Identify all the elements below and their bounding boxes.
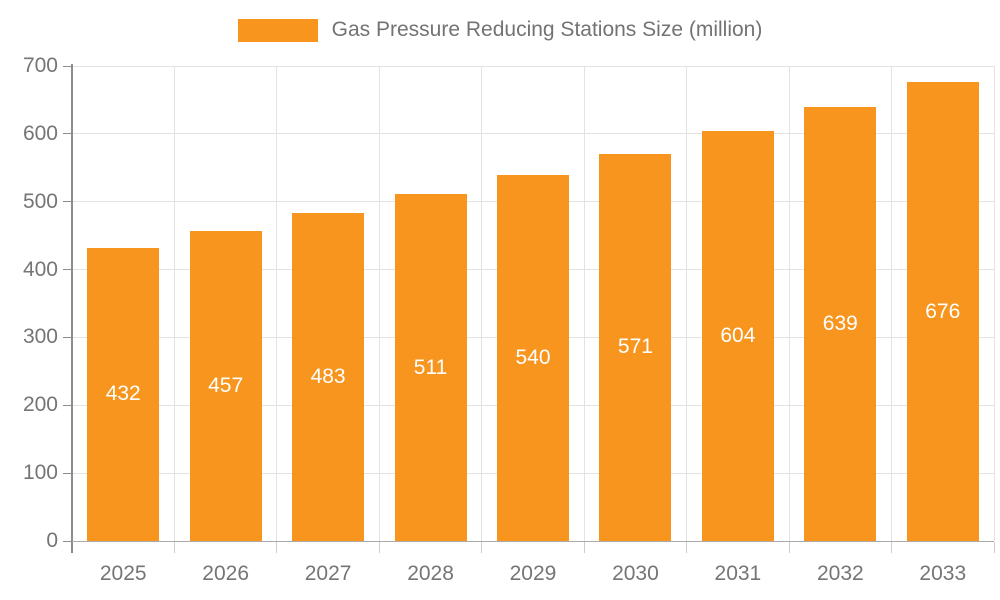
x-gridline — [583, 66, 585, 541]
bar-value-label: 511 — [413, 355, 448, 379]
x-axis-label: 2029 — [509, 562, 557, 585]
y-axis-tick — [63, 65, 72, 67]
y-axis-label: 300 — [22, 325, 58, 349]
bar-value-label: 432 — [105, 382, 141, 406]
y-axis-label: 0 — [46, 529, 58, 552]
x-axis-tick — [788, 542, 790, 553]
y-axis-label: 500 — [22, 189, 58, 213]
x-axis-tick — [993, 542, 995, 553]
y-axis-tick — [63, 269, 72, 271]
x-gridline — [276, 66, 278, 541]
legend-label: Gas Pressure Reducing Stations Size (mil… — [331, 18, 763, 41]
legend-swatch-icon — [237, 18, 318, 42]
bar-value-label: 571 — [617, 335, 653, 359]
y-axis-label: 400 — [22, 257, 58, 281]
x-axis-tick — [891, 542, 893, 553]
y-axis-tick — [63, 540, 72, 542]
bar-2030[interactable] — [599, 153, 672, 541]
x-axis-label: 2031 — [714, 562, 762, 585]
x-axis-label: 2026 — [202, 562, 250, 585]
legend[interactable]: Gas Pressure Reducing Stations Size (mil… — [0, 18, 1000, 42]
bar-value-label: 540 — [515, 345, 551, 369]
bar-2029[interactable] — [497, 174, 569, 541]
y-axis-tick — [63, 336, 72, 338]
y-axis-label: 200 — [22, 393, 58, 417]
bar-value-label: 676 — [925, 299, 961, 323]
bar-2031[interactable] — [701, 131, 774, 541]
x-axis-label: 2028 — [407, 562, 454, 585]
x-gridline — [481, 66, 483, 541]
y-axis-label: 100 — [22, 461, 58, 485]
x-gridline — [891, 66, 893, 541]
x-axis-label: 2033 — [919, 562, 967, 585]
bar-2033[interactable] — [906, 82, 979, 541]
y-axis-line — [71, 64, 73, 553]
x-axis-label: 2025 — [99, 562, 147, 585]
bar-2026[interactable] — [189, 230, 262, 541]
x-axis-tick — [173, 542, 175, 553]
y-axis-label: 600 — [22, 121, 58, 145]
x-gridline — [993, 66, 995, 541]
x-axis-tick — [276, 542, 278, 553]
y-axis-tick — [63, 472, 72, 474]
y-axis-tick — [63, 201, 72, 203]
bar-value-label: 639 — [822, 312, 858, 336]
x-axis-tick — [686, 542, 688, 553]
bar-value-label: 483 — [310, 365, 346, 389]
bar-2028[interactable] — [394, 194, 467, 541]
y-gridline — [72, 65, 994, 67]
x-gridline — [173, 66, 175, 541]
x-axis-label: 2027 — [304, 562, 352, 585]
x-axis-label: 2032 — [816, 562, 864, 585]
bar-2027[interactable] — [292, 213, 365, 541]
bar-2025[interactable] — [87, 247, 160, 541]
y-axis-tick — [63, 133, 72, 135]
x-axis-line — [72, 541, 994, 542]
x-gridline — [788, 66, 790, 541]
bar-value-label: 457 — [208, 373, 244, 397]
y-axis-label: 700 — [22, 54, 58, 77]
bar-2032[interactable] — [804, 107, 877, 541]
x-axis-tick — [378, 542, 380, 553]
x-axis-label: 2030 — [612, 562, 659, 585]
x-axis-tick — [481, 542, 483, 553]
x-gridline — [686, 66, 688, 541]
x-gridline — [378, 66, 380, 541]
x-axis-tick — [583, 542, 585, 553]
bar-value-label: 604 — [720, 324, 756, 348]
y-gridline — [72, 133, 994, 135]
y-axis-tick — [63, 404, 72, 406]
